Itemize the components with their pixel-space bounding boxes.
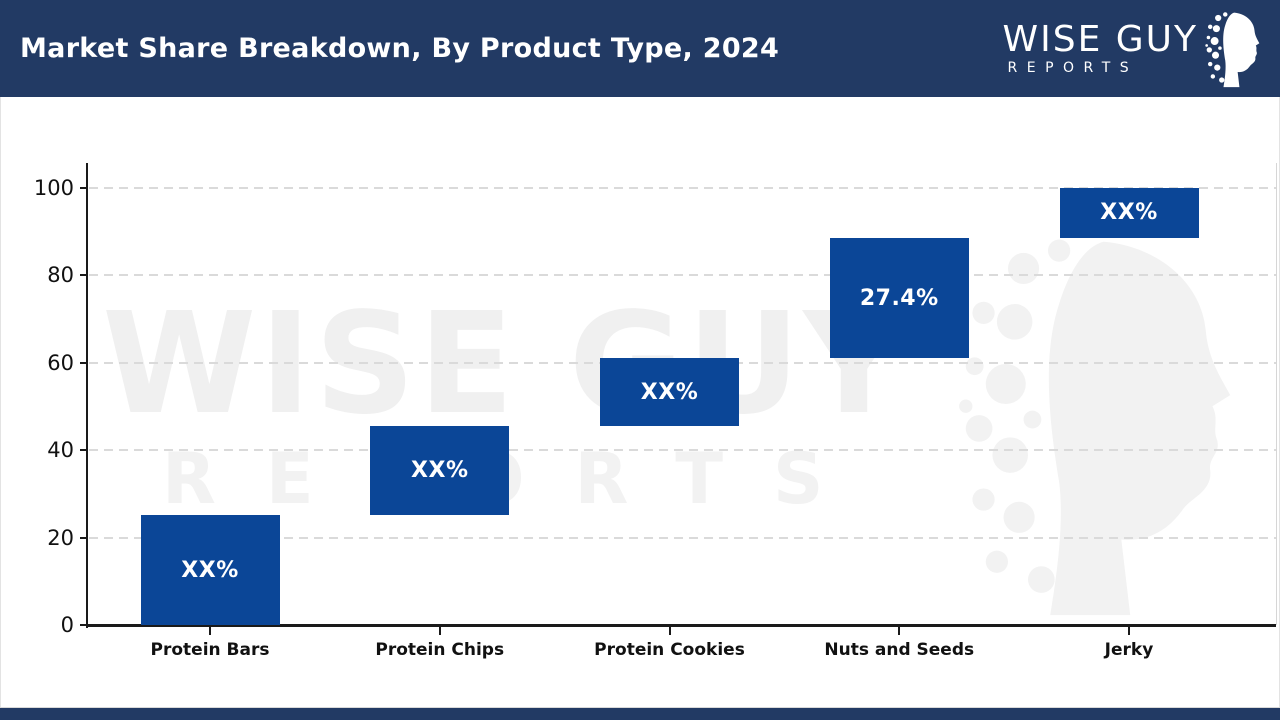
y-axis-tick bbox=[80, 361, 88, 364]
logo-wordmark-line2: REPORTS bbox=[1007, 60, 1139, 76]
y-axis-tick bbox=[80, 536, 88, 539]
bar-value-label: 27.4% bbox=[859, 285, 939, 311]
x-axis-tick bbox=[898, 627, 901, 635]
waterfall-bar: XX% bbox=[140, 515, 280, 625]
x-axis-tick-label: Protein Bars bbox=[150, 640, 270, 660]
watermark-text-line1: WISE GUY bbox=[102, 283, 908, 446]
gridline bbox=[89, 449, 1276, 451]
y-axis-tick bbox=[80, 186, 88, 189]
footer-bar bbox=[0, 707, 1280, 720]
y-axis-tick-label: 40 bbox=[47, 438, 74, 462]
x-axis-tick bbox=[1128, 627, 1130, 635]
x-axis-tick bbox=[668, 627, 671, 635]
waterfall-bar: XX% bbox=[370, 425, 510, 516]
y-axis-tick bbox=[80, 449, 88, 451]
x-axis-tick-label: Jerky bbox=[1104, 640, 1154, 660]
page-title: Market Share Breakdown, By Product Type,… bbox=[20, 33, 780, 64]
logo-face-icon bbox=[1204, 9, 1266, 89]
x-axis-tick bbox=[209, 627, 211, 635]
x-axis-tick-label: Protein Cookies bbox=[594, 640, 745, 660]
bar-value-label: XX% bbox=[411, 458, 469, 484]
logo-wordmark-line1: WISE GUY bbox=[1002, 19, 1198, 60]
y-axis-tick-label: 80 bbox=[47, 263, 74, 287]
gridline bbox=[89, 536, 1276, 539]
y-axis-tick-label: 60 bbox=[47, 350, 74, 375]
waterfall-bar: XX% bbox=[1059, 187, 1199, 239]
x-axis-line bbox=[86, 624, 1276, 627]
logo-wordmark: WISE GUY REPORTS bbox=[1002, 19, 1199, 77]
plot-right-spine bbox=[1276, 163, 1277, 625]
gridline bbox=[89, 274, 1276, 276]
header-bar: Market Share Breakdown, By Product Type,… bbox=[0, 0, 1280, 97]
gridline bbox=[89, 186, 1276, 189]
bar-value-label: XX% bbox=[1100, 200, 1158, 226]
brand-logo: WISE GUY REPORTS bbox=[1003, 9, 1267, 89]
bar-value-label: XX% bbox=[181, 557, 239, 583]
x-axis-tick-label: Protein Chips bbox=[375, 640, 505, 660]
x-axis-tick-label: Nuts and Seeds bbox=[824, 640, 975, 660]
x-axis-tick bbox=[438, 627, 441, 635]
y-axis-tick bbox=[80, 624, 88, 626]
waterfall-bar: XX% bbox=[600, 358, 739, 426]
y-axis-tick-label: 100 bbox=[33, 175, 74, 200]
waterfall-bar: 27.4% bbox=[829, 238, 969, 359]
y-axis-tick-label: 0 bbox=[60, 613, 74, 637]
y-axis-tick bbox=[80, 274, 88, 276]
y-axis-tick-label: 20 bbox=[47, 525, 74, 550]
y-axis-line bbox=[86, 163, 88, 628]
bar-value-label: XX% bbox=[640, 379, 699, 405]
